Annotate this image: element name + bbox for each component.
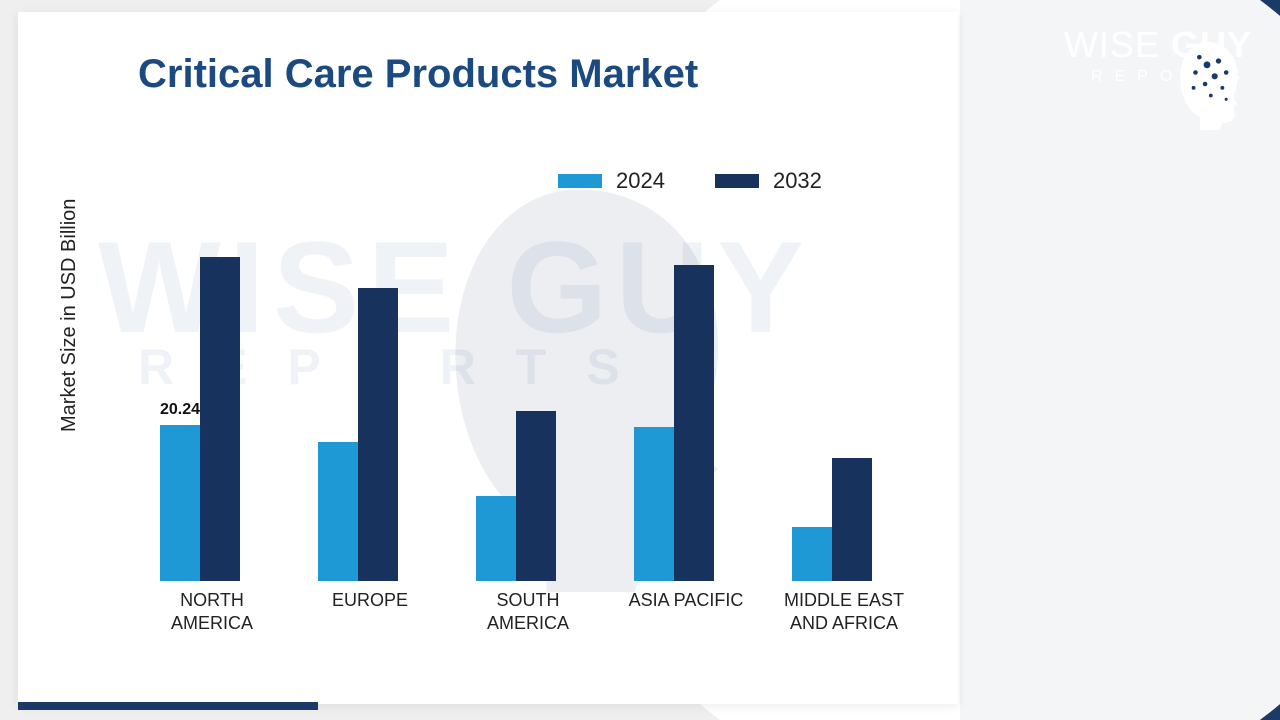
x-axis-label: MIDDLE EAST AND AFRICA xyxy=(774,589,914,634)
chart: Market Size in USD Billion 2024 2032 20.… xyxy=(78,172,938,692)
bar xyxy=(476,496,516,581)
chart-title: Critical Care Products Market xyxy=(138,52,698,97)
legend-item: 2024 xyxy=(558,168,665,194)
bar xyxy=(516,411,556,581)
x-axis-label: EUROPE xyxy=(300,589,440,612)
legend-swatch-icon xyxy=(558,174,602,188)
y-axis-label: Market Size in USD Billion xyxy=(58,199,81,432)
bar xyxy=(200,257,240,581)
bar xyxy=(160,425,200,581)
decorative-strip xyxy=(18,702,318,710)
legend: 2024 2032 xyxy=(558,168,822,194)
legend-label: 2032 xyxy=(773,168,822,194)
x-axis-label: ASIA PACIFIC xyxy=(616,589,756,612)
legend-label: 2024 xyxy=(616,168,665,194)
brand-logo: WISE GUY REPORTS xyxy=(1064,24,1252,86)
bar xyxy=(832,458,872,581)
legend-swatch-icon xyxy=(715,174,759,188)
bar xyxy=(674,265,714,581)
x-axis-label: NORTH AMERICA xyxy=(142,589,282,634)
brand-word: WISE xyxy=(1064,24,1160,65)
plot-area: 20.24NORTH AMERICAEUROPESOUTH AMERICAASI… xyxy=(134,212,924,582)
bar xyxy=(358,288,398,581)
legend-item: 2032 xyxy=(715,168,822,194)
bar xyxy=(792,527,832,581)
chart-card: WISE GUYREPORTS Critical Care Products M… xyxy=(18,12,958,704)
x-axis-label: SOUTH AMERICA xyxy=(458,589,598,634)
stage: WISE GUYREPORTS Critical Care Products M… xyxy=(0,0,1280,720)
bar xyxy=(318,442,358,581)
bar xyxy=(634,427,674,581)
logo-head-icon xyxy=(1168,38,1246,130)
